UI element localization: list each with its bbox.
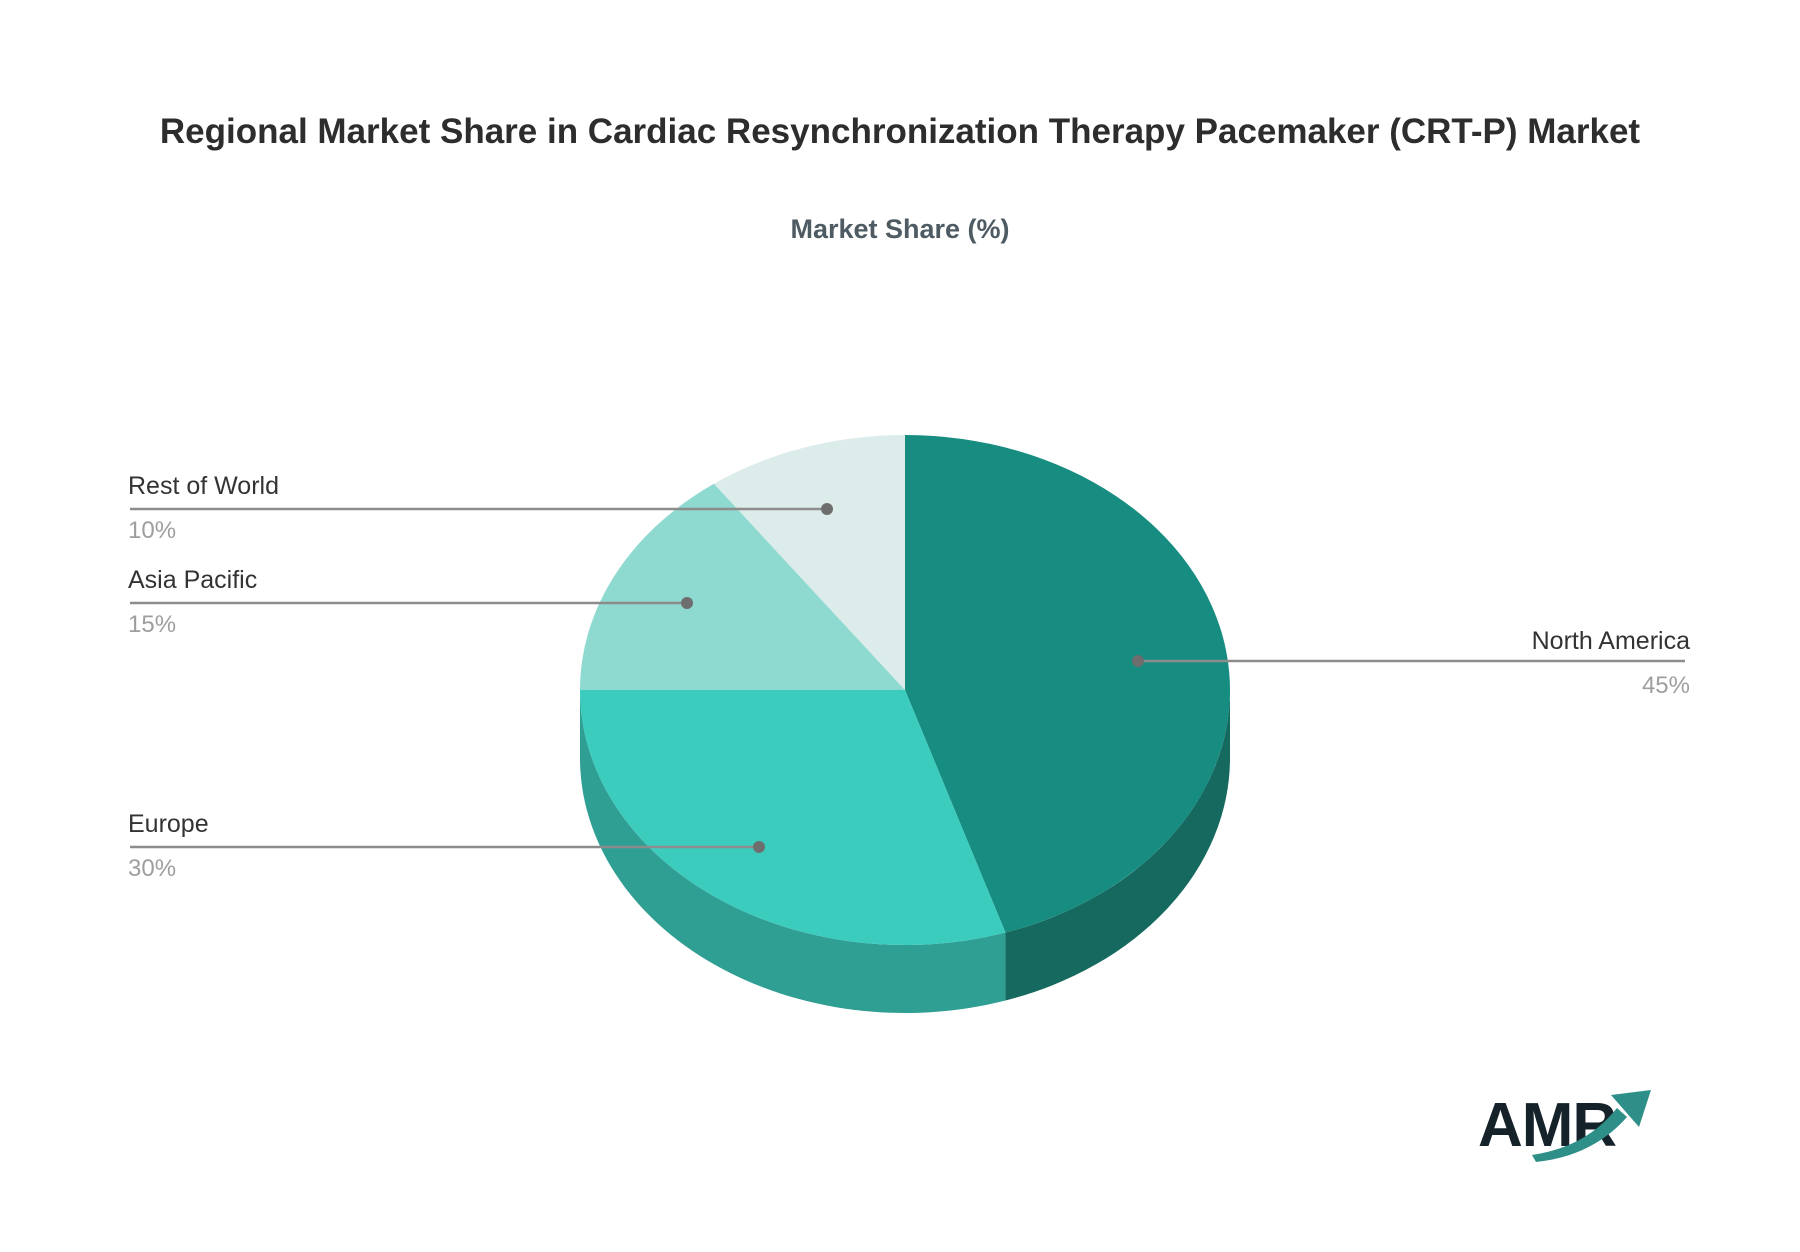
chart-subtitle: Market Share (%) bbox=[790, 214, 1010, 244]
callout-value: 30% bbox=[128, 855, 177, 882]
callout-value: 15% bbox=[128, 611, 177, 638]
callout-label: Rest of World bbox=[128, 472, 279, 500]
logo-arrowhead-icon bbox=[1611, 1090, 1651, 1127]
logo-arrow-icon bbox=[1532, 1108, 1627, 1162]
logo-text: AMR bbox=[1478, 1091, 1616, 1160]
callout-label: Asia Pacific bbox=[128, 566, 258, 594]
callout-label: Europe bbox=[128, 810, 209, 838]
chart-title: Regional Market Share in Cardiac Resynch… bbox=[159, 112, 1641, 151]
callout-asia-pacific: Asia Pacific 15% bbox=[128, 565, 257, 640]
callout-label: North America bbox=[1531, 627, 1690, 655]
callout-north-america: North America 45% bbox=[1532, 626, 1690, 701]
callout-value: 45% bbox=[1641, 672, 1690, 699]
callout-europe: Europe 30% bbox=[128, 809, 209, 884]
callout-rest-of-world: Rest of World 10% bbox=[128, 471, 279, 546]
amr-logo: AMR bbox=[1478, 1090, 1651, 1162]
callout-value: 10% bbox=[128, 517, 177, 544]
